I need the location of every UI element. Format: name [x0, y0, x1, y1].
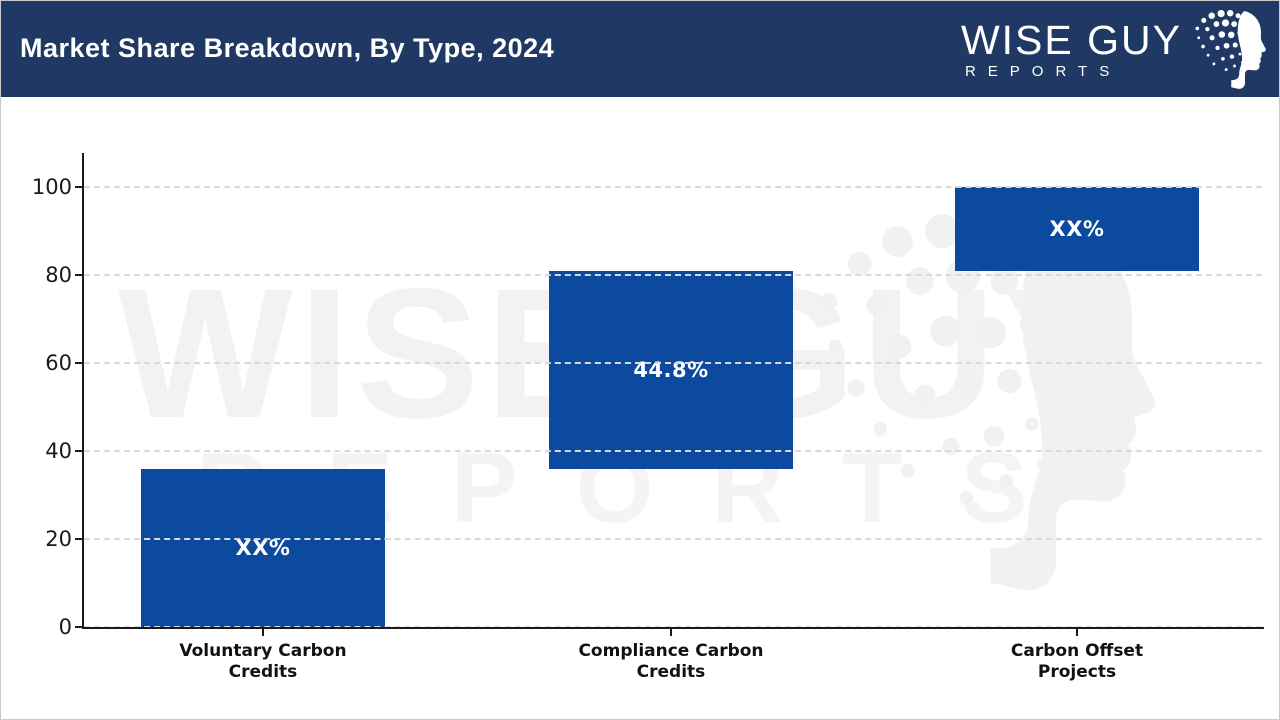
x-tick-mark-3: [1076, 627, 1078, 636]
y-tick-mark-60: [75, 362, 84, 364]
wiseguy-logo: WISE GUY REPORTS: [961, 6, 1270, 92]
bar-value-label-3: XX%: [1049, 217, 1105, 242]
x-tick-mark-2: [670, 627, 672, 636]
x-category-label-3: Carbon Offset Projects: [1010, 641, 1144, 682]
y-axis-line: [82, 153, 84, 629]
x-axis-line: [82, 627, 1264, 629]
y-tick-mark-40: [75, 450, 84, 452]
y-tick-mark-100: [75, 186, 84, 188]
logo-subtitle: REPORTS: [964, 62, 1122, 80]
logo-text: WISE GUY REPORTS: [961, 19, 1182, 80]
y-tick-label-100: 100: [31, 175, 72, 199]
x-category-label-1: Voluntary Carbon Credits: [179, 641, 347, 682]
y-tick-label-0: 0: [58, 615, 72, 639]
logo-face-icon: [1195, 9, 1266, 89]
chart-area: WISE GUY REPORTS XX% 44.8% XX% 0 20 40 60 80 10…: [0, 97, 1280, 720]
y-tick-label-60: 60: [45, 351, 72, 375]
y-tick-mark-0: [75, 626, 84, 628]
y-tick-mark-80: [75, 274, 84, 276]
page-title: Market Share Breakdown, By Type, 2024: [20, 33, 555, 63]
logo-wordmark: WISE GUY: [960, 16, 1182, 63]
x-category-label-2: Compliance Carbon Credits: [578, 641, 764, 682]
x-tick-mark-1: [262, 627, 264, 636]
bar-segment-2: 44.8%: [549, 271, 793, 469]
y-tick-label-80: 80: [45, 263, 72, 287]
y-tick-mark-20: [75, 538, 84, 540]
y-tick-label-20: 20: [45, 527, 72, 551]
bar-segment-3: XX%: [955, 187, 1199, 272]
y-tick-label-40: 40: [45, 439, 72, 463]
header-bar: Market Share Breakdown, By Type, 2024 WI…: [0, 0, 1280, 97]
